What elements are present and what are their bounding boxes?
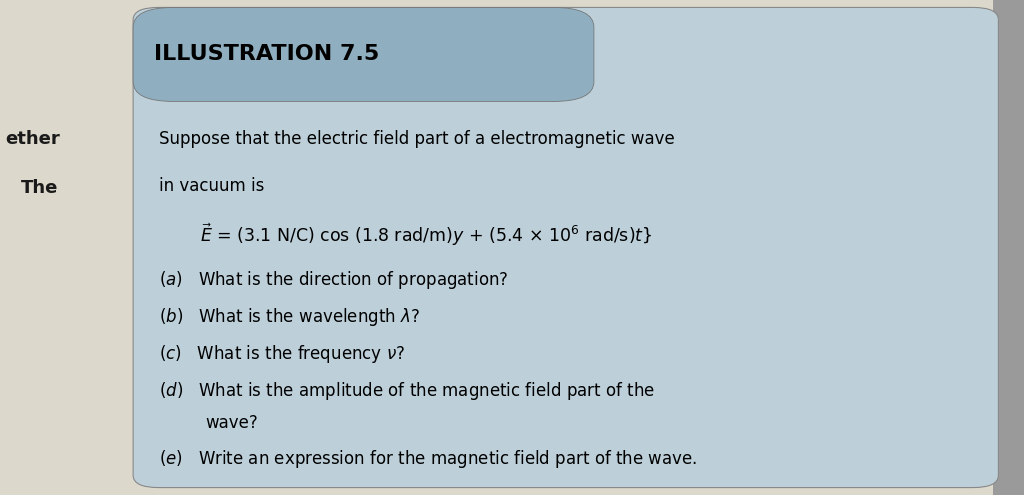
Text: $\mathit{(a)}$   What is the direction of propagation?: $\mathit{(a)}$ What is the direction of …	[159, 269, 508, 291]
Text: ILLUSTRATION 7.5: ILLUSTRATION 7.5	[154, 45, 379, 64]
Text: ether: ether	[5, 130, 59, 148]
Text: $\mathit{(c)}$   What is the frequency $\nu$?: $\mathit{(c)}$ What is the frequency $\n…	[159, 343, 404, 365]
FancyBboxPatch shape	[133, 7, 998, 488]
Text: $\vec{E}$ = (3.1 N/C) cos (1.8 rad/m)$y$ + (5.4 $\times$ 10$^6$ rad/s)$t$}: $\vec{E}$ = (3.1 N/C) cos (1.8 rad/m)$y$…	[200, 222, 652, 248]
Text: in vacuum is: in vacuum is	[159, 177, 264, 195]
Text: $\mathit{(e)}$   Write an expression for the magnetic field part of the wave.: $\mathit{(e)}$ Write an expression for t…	[159, 448, 697, 470]
FancyBboxPatch shape	[993, 0, 1024, 495]
Text: The: The	[20, 179, 57, 197]
Text: Suppose that the electric field part of a electromagnetic wave: Suppose that the electric field part of …	[159, 130, 675, 148]
Text: $\mathit{(d)}$   What is the amplitude of the magnetic field part of the: $\mathit{(d)}$ What is the amplitude of …	[159, 380, 655, 402]
Text: wave?: wave?	[205, 414, 258, 432]
Text: $\mathit{(b)}$   What is the wavelength $\lambda$?: $\mathit{(b)}$ What is the wavelength $\…	[159, 306, 420, 328]
FancyBboxPatch shape	[133, 7, 594, 101]
